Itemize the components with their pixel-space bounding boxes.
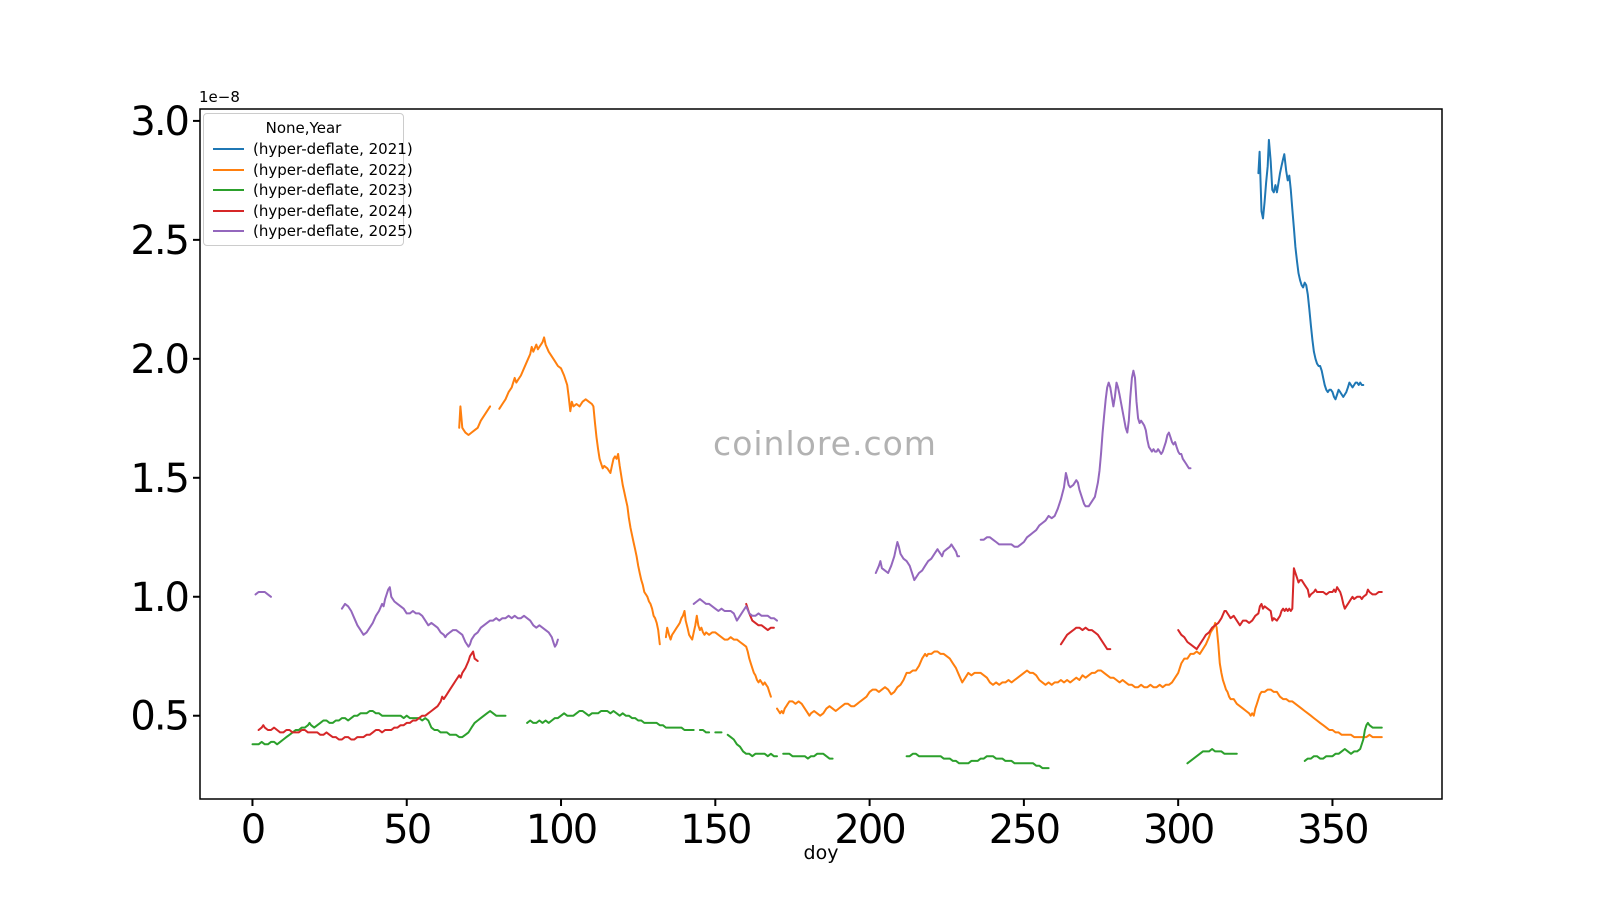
x-tick-label-250: 250 bbox=[989, 807, 1059, 853]
y-tick-label-3: 3.0 bbox=[130, 99, 188, 145]
axes-spines bbox=[199, 108, 1443, 800]
series-line-2024-seg3 bbox=[1059, 626, 1112, 651]
series-line-2021-seg1 bbox=[1257, 138, 1365, 401]
x-tick-label-300: 300 bbox=[1143, 807, 1213, 853]
series-line-2024-seg2 bbox=[745, 602, 775, 632]
legend-line-sample bbox=[213, 209, 244, 212]
y-axis-offset-label: 1e−8 bbox=[199, 88, 240, 106]
legend-entry-label: (hyper-deflate, 2022) bbox=[253, 160, 413, 179]
legend-box: None,Year (hyper-deflate, 2021) (hyper-de… bbox=[203, 113, 413, 246]
series-line-2025-seg4 bbox=[874, 541, 961, 582]
y-tick-label-1.5: 1.5 bbox=[130, 456, 188, 502]
legend-entry-2021: (hyper-deflate, 2021) bbox=[204, 139, 413, 160]
legend-entry-2024: (hyper-deflate, 2024) bbox=[204, 201, 413, 222]
legend-entry-2023: (hyper-deflate, 2023) bbox=[204, 180, 413, 201]
series-line-2024-seg4 bbox=[1177, 567, 1383, 651]
series-line-2023-seg9 bbox=[1303, 721, 1383, 762]
legend-rows: (hyper-deflate, 2021) (hyper-deflate, 202… bbox=[204, 139, 413, 242]
series-line-2022-seg2 bbox=[498, 336, 661, 646]
x-tick-label-350: 350 bbox=[1297, 807, 1367, 853]
legend-entry-2025: (hyper-deflate, 2025) bbox=[204, 221, 413, 242]
legend-line-sample bbox=[213, 168, 244, 171]
series-line-2022-seg4 bbox=[776, 621, 1383, 739]
legend-line-sample bbox=[213, 148, 244, 151]
series-line-2025-seg5 bbox=[979, 369, 1192, 548]
legend-entry-label: (hyper-deflate, 2025) bbox=[253, 222, 413, 241]
x-axis-label: doy bbox=[803, 842, 839, 864]
series-line-2024-seg1 bbox=[257, 650, 479, 741]
series-line-2023-seg3 bbox=[698, 729, 711, 734]
series-line-2022-seg3 bbox=[664, 610, 772, 698]
legend-entry-label: (hyper-deflate, 2021) bbox=[253, 140, 413, 159]
x-tick-label-150: 150 bbox=[680, 807, 750, 853]
series-line-2025-seg2 bbox=[340, 586, 559, 648]
legend-entry-label: (hyper-deflate, 2024) bbox=[253, 201, 413, 220]
y-tick-label-0.5: 0.5 bbox=[130, 694, 188, 740]
y-tick-label-2.5: 2.5 bbox=[130, 218, 188, 264]
series-line-2023-seg2 bbox=[526, 710, 695, 731]
series-line-2023-seg5 bbox=[726, 733, 778, 758]
series-line-2023-seg1 bbox=[251, 710, 507, 746]
series-line-2025-seg1 bbox=[254, 591, 272, 598]
y-tick-label-2: 2.0 bbox=[130, 337, 188, 383]
y-tick-label-1: 1.0 bbox=[130, 575, 188, 621]
x-tick-label-50: 50 bbox=[383, 807, 430, 853]
series-line-2023-seg6 bbox=[782, 752, 834, 760]
series-line-2023-seg8 bbox=[1186, 748, 1238, 765]
legend-entry-label: (hyper-deflate, 2023) bbox=[253, 181, 413, 200]
x-tick-label-200: 200 bbox=[834, 807, 904, 853]
x-tick-label-0: 0 bbox=[241, 807, 264, 853]
legend-title: None,Year bbox=[265, 119, 342, 137]
legend-line-sample bbox=[213, 189, 244, 192]
series-line-2022-seg1 bbox=[458, 405, 492, 436]
x-tick-label-100: 100 bbox=[526, 807, 596, 853]
series-line-2025-seg3 bbox=[692, 598, 778, 622]
legend-line-sample bbox=[213, 230, 244, 233]
watermark: coinlore.com bbox=[713, 424, 937, 463]
legend-entry-2022: (hyper-deflate, 2022) bbox=[204, 160, 413, 181]
series-line-2023-seg7 bbox=[905, 752, 1050, 770]
